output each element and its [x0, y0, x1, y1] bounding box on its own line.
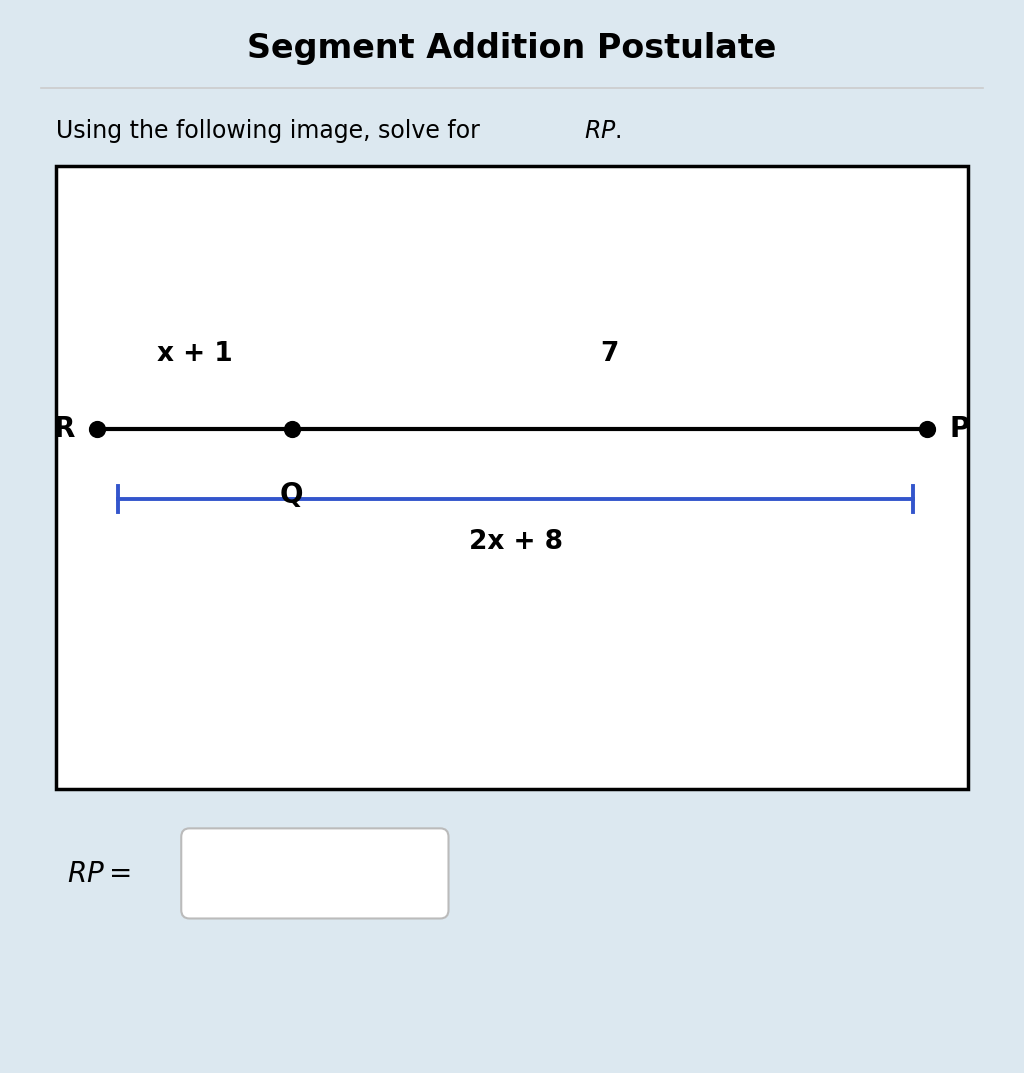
Text: R: R	[53, 415, 75, 443]
Point	[89, 421, 105, 438]
Text: 7: 7	[600, 341, 618, 367]
Text: $\mathit{RP} =$: $\mathit{RP} =$	[67, 861, 130, 888]
Text: 2x + 8: 2x + 8	[469, 529, 562, 555]
Point	[284, 421, 300, 438]
Text: Using the following image, solve for: Using the following image, solve for	[56, 119, 487, 143]
Text: Segment Addition Postulate: Segment Addition Postulate	[248, 32, 776, 64]
Text: P: P	[949, 415, 970, 443]
Bar	[56, 166, 968, 789]
Text: x + 1: x + 1	[157, 341, 232, 367]
Text: $\mathit{RP}$.: $\mathit{RP}$.	[584, 119, 622, 143]
Point	[919, 421, 935, 438]
FancyBboxPatch shape	[181, 828, 449, 918]
Text: Q: Q	[281, 481, 303, 509]
